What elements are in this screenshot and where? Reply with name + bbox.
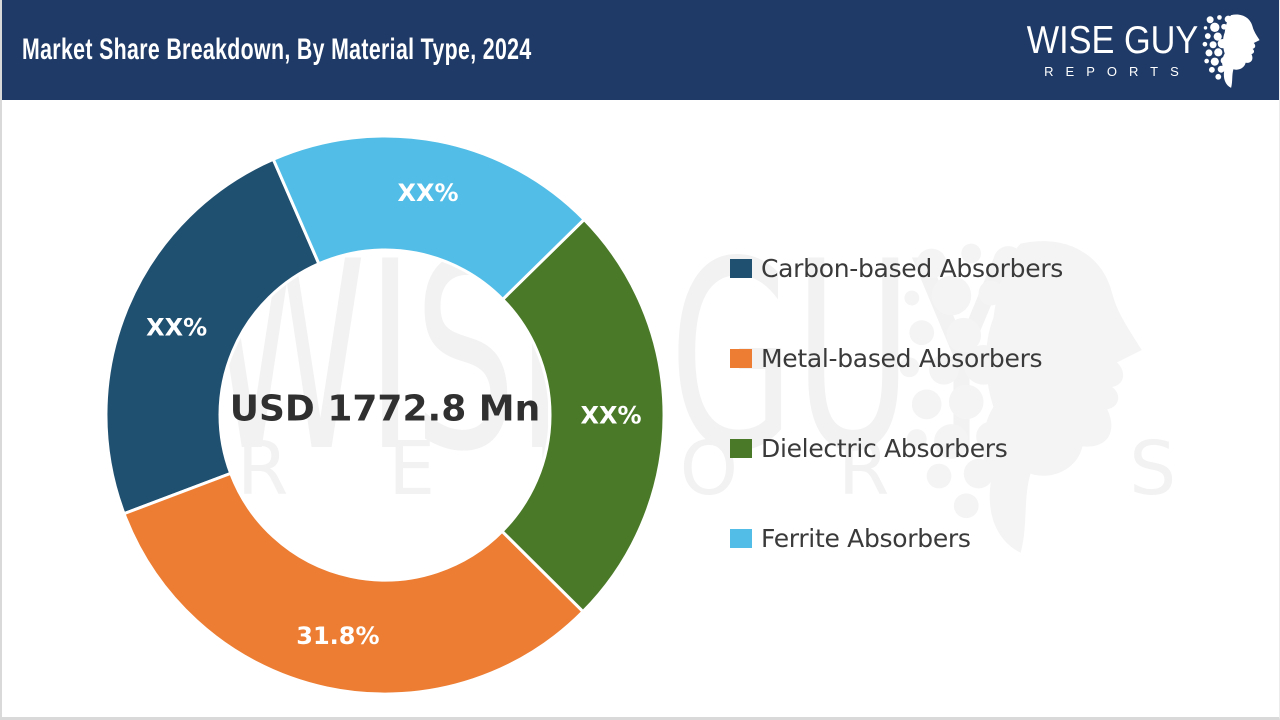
slice-label-4: XX%	[397, 179, 458, 207]
donut-slice-4	[271, 135, 586, 301]
donut-chart: XX% 31.8% XX% XX%	[105, 135, 665, 695]
slice-label-1: XX%	[146, 313, 207, 341]
slice-label-2: 31.8%	[296, 622, 379, 650]
legend-swatch-carbon	[730, 258, 752, 278]
legend-item-carbon: Carbon-based Absorbers	[730, 251, 1063, 285]
face-watermark-icon	[899, 241, 1142, 553]
legend-item-metal: Metal-based Absorbers	[730, 341, 1063, 375]
donut-slice-2	[122, 471, 585, 695]
slice-label-3: XX%	[580, 402, 641, 430]
brand-logo: WISE GUY REPORTS	[1015, 10, 1266, 90]
face-logo-icon	[1202, 14, 1260, 88]
legend-label: Ferrite Absorbers	[761, 523, 971, 553]
donut-slice-1	[105, 157, 321, 516]
legend-swatch-dielectric	[730, 438, 752, 458]
donut-slice-3	[500, 218, 665, 614]
legend-label: Carbon-based Absorbers	[761, 253, 1064, 283]
legend-item-ferrite: Ferrite Absorbers	[730, 521, 1063, 555]
legend-label: Metal-based Absorbers	[761, 343, 1043, 373]
legend-item-dielectric: Dielectric Absorbers	[730, 431, 1063, 465]
header-bar: Market Share Breakdown, By Material Type…	[2, 0, 1279, 100]
chart-legend: Carbon-based Absorbers Metal-based Absor…	[730, 251, 1063, 555]
brand-name: WISE GUY	[1026, 19, 1199, 63]
brand-subtitle: REPORTS	[1044, 63, 1191, 79]
legend-label: Dielectric Absorbers	[761, 433, 1008, 463]
legend-swatch-metal	[730, 348, 752, 368]
brand-logo-text: WISE GUY REPORTS	[1015, 19, 1210, 79]
chart-center-value: USD 1772.8 Mn	[229, 388, 541, 430]
legend-swatch-ferrite	[730, 528, 752, 548]
page-title: Market Share Breakdown, By Material Type…	[22, 33, 532, 66]
